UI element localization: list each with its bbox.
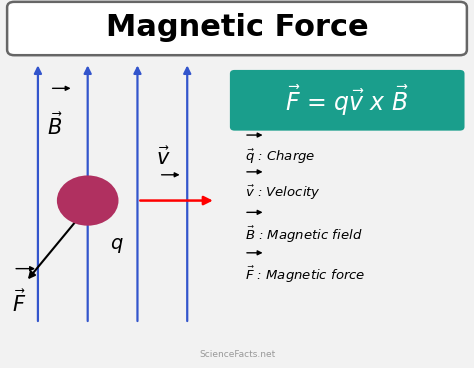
FancyBboxPatch shape	[230, 70, 465, 131]
Text: $\vec{F}$ = $q\vec{v}$ x $\vec{B}$: $\vec{F}$ = $q\vec{v}$ x $\vec{B}$	[285, 83, 409, 118]
FancyBboxPatch shape	[7, 2, 467, 55]
Text: $\vec{v}$ : Velocity: $\vec{v}$ : Velocity	[245, 184, 321, 202]
Text: ScienceFacts.net: ScienceFacts.net	[199, 350, 275, 359]
Text: $\vec{q}$ : Charge: $\vec{q}$ : Charge	[245, 147, 316, 166]
Text: $\vec{F}$: $\vec{F}$	[12, 289, 26, 316]
Text: $\vec{B}$: $\vec{B}$	[47, 112, 63, 139]
Text: $\vec{B}$ : Magnetic field: $\vec{B}$ : Magnetic field	[245, 224, 363, 245]
Text: $\vec{F}$ : Magnetic force: $\vec{F}$ : Magnetic force	[245, 265, 365, 285]
Text: $\vec{v}$: $\vec{v}$	[156, 146, 171, 169]
Ellipse shape	[57, 176, 118, 226]
Text: Magnetic Force: Magnetic Force	[106, 14, 368, 42]
Text: q: q	[110, 234, 122, 253]
